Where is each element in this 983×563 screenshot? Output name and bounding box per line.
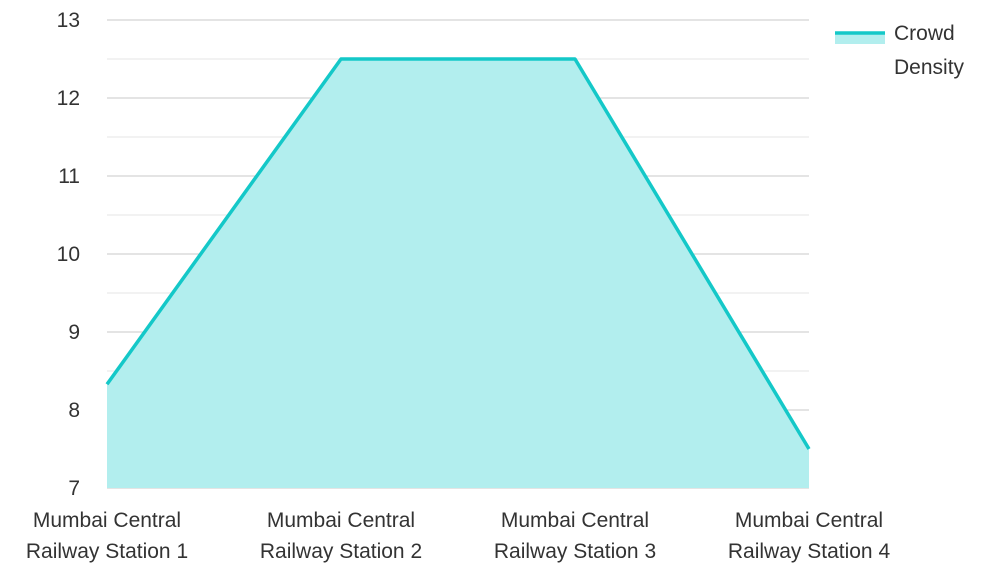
legend-swatch xyxy=(835,32,885,44)
legend-label-line-2: Density xyxy=(894,56,965,79)
y-tick-label: 8 xyxy=(68,399,80,422)
legend-label: Crowd Density xyxy=(894,22,965,79)
y-tick-label: 13 xyxy=(57,9,80,32)
x-tick-label: Mumbai Central Railway Station 1 xyxy=(26,509,188,563)
legend: Crowd Density xyxy=(835,22,965,79)
y-axis: 7 8 9 10 11 12 13 xyxy=(57,9,80,500)
y-tick-label: 7 xyxy=(68,477,80,500)
y-tick-label: 9 xyxy=(68,321,80,344)
x-tick-label: Mumbai Central Railway Station 3 xyxy=(494,509,656,563)
legend-label-line-1: Crowd xyxy=(894,22,955,45)
y-tick-label: 11 xyxy=(58,165,80,188)
series-line xyxy=(105,57,811,450)
y-tick-label: 10 xyxy=(57,243,80,266)
y-tick-label: 12 xyxy=(57,87,80,110)
x-tick-label: Mumbai Central Railway Station 4 xyxy=(728,509,891,563)
x-tick-label: Mumbai Central Railway Station 2 xyxy=(260,509,422,563)
x-axis: Mumbai Central Railway Station 1 Mumbai Ce… xyxy=(26,509,891,563)
series-area-fill xyxy=(107,59,809,488)
